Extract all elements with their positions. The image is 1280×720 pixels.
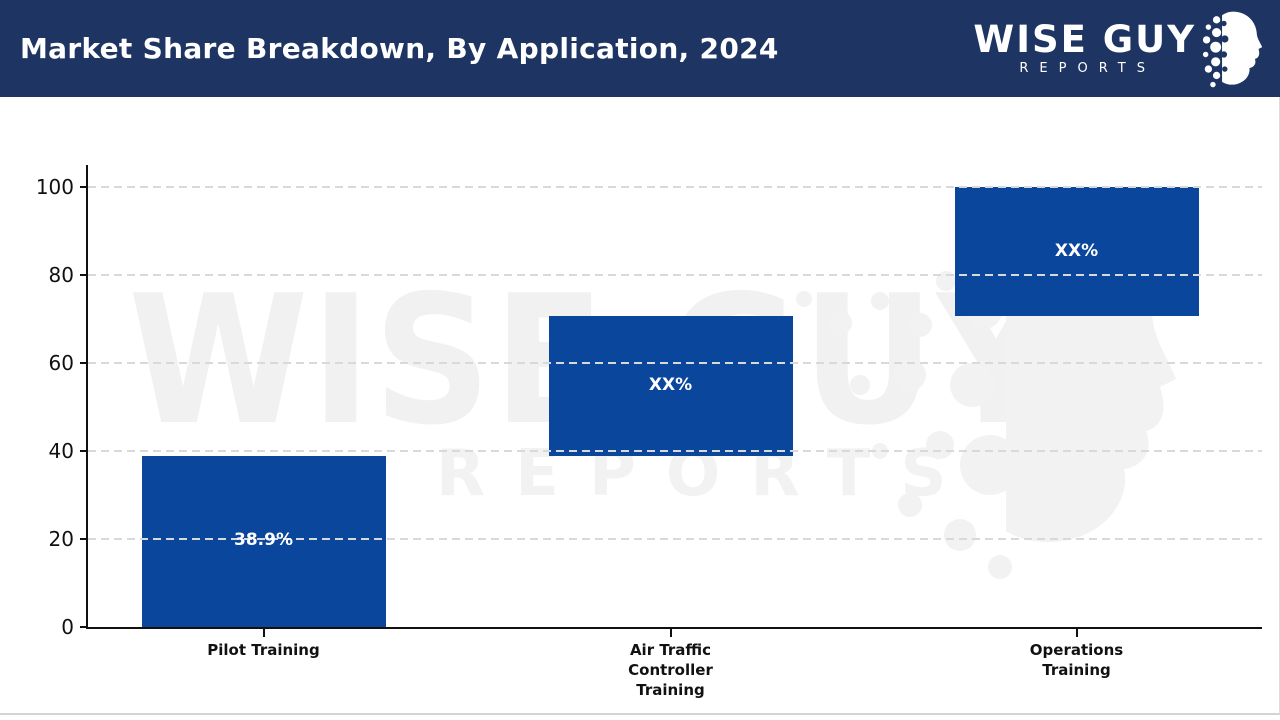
chart-area: WISE GUY REPORTS 38.9% XX% XX% 0 20 40 60 80 100… xyxy=(0,97,1280,720)
x-category-label: Operations Training xyxy=(1029,641,1124,679)
logo-subtitle: REPORTS xyxy=(1019,61,1156,76)
gridline-60 xyxy=(88,362,1262,364)
x-category-label: Air Traffic Controller Training xyxy=(628,641,713,699)
x-tick-mark xyxy=(669,629,672,637)
page-title: Market Share Breakdown, By Application, … xyxy=(20,32,779,65)
bar-1 xyxy=(548,316,793,456)
y-tick-label: 100 xyxy=(35,175,74,199)
header: Market Share Breakdown, By Application, … xyxy=(0,0,1280,97)
x-tick-mark xyxy=(262,629,265,637)
logo-text: WISE GUY REPORTS xyxy=(973,21,1196,76)
x-axis-line xyxy=(86,627,1262,629)
x-category-label: Pilot Training xyxy=(207,641,320,659)
y-tick-mark xyxy=(80,626,88,628)
y-tick-label: 40 xyxy=(48,439,74,463)
bar-2 xyxy=(954,187,1199,317)
y-tick-mark xyxy=(80,274,88,276)
x-tick-mark xyxy=(1075,629,1078,637)
bottom-divider xyxy=(0,713,1280,715)
wiseguy-logo: WISE GUY REPORTS xyxy=(973,0,1264,97)
y-tick-label: 80 xyxy=(48,263,74,287)
y-axis-line xyxy=(86,165,88,629)
bar-0 xyxy=(141,455,386,627)
bar-value-label: XX% xyxy=(648,375,693,396)
y-tick-mark xyxy=(80,362,88,364)
y-tick-mark xyxy=(80,186,88,188)
gridline-40 xyxy=(88,450,1262,452)
y-tick-mark xyxy=(80,450,88,452)
bar-value-label: XX% xyxy=(1054,240,1099,261)
y-tick-mark xyxy=(80,538,88,540)
logo-face-icon xyxy=(1202,11,1263,87)
y-tick-label: 20 xyxy=(48,527,74,551)
gridline-100 xyxy=(88,186,1262,188)
y-tick-label: 0 xyxy=(61,615,74,639)
logo-wordmark: WISE GUY xyxy=(973,18,1196,61)
y-tick-label: 60 xyxy=(48,351,74,375)
bar-value-label: 38.9% xyxy=(234,530,293,551)
gridline-20 xyxy=(88,538,1262,540)
gridline-80 xyxy=(88,274,1262,276)
